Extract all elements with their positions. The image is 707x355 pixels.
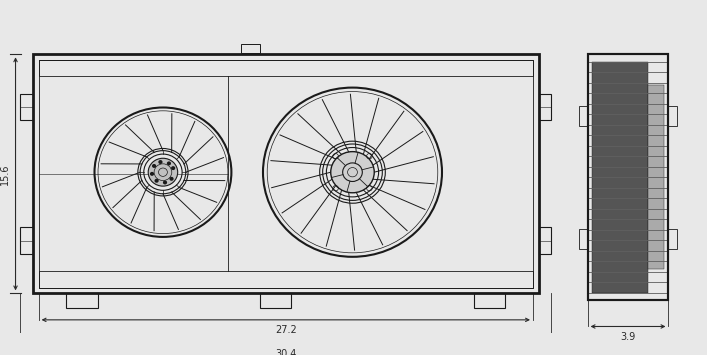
- Circle shape: [150, 172, 154, 176]
- Bar: [260, 293, 291, 308]
- Bar: [39, 60, 533, 76]
- Bar: [668, 106, 677, 126]
- Bar: [39, 272, 533, 288]
- Bar: [648, 85, 665, 269]
- Bar: [66, 293, 98, 308]
- Circle shape: [163, 180, 167, 185]
- Bar: [668, 229, 677, 248]
- Bar: [539, 94, 551, 120]
- Bar: [588, 54, 668, 300]
- Bar: [588, 54, 668, 300]
- Circle shape: [331, 152, 374, 193]
- Circle shape: [171, 166, 175, 170]
- Bar: [579, 106, 588, 126]
- Bar: [240, 44, 260, 53]
- Circle shape: [155, 179, 158, 183]
- Circle shape: [170, 177, 174, 181]
- Bar: [474, 293, 506, 308]
- Circle shape: [148, 158, 177, 186]
- Text: 30.4: 30.4: [275, 349, 296, 355]
- Text: 3.9: 3.9: [621, 332, 636, 342]
- Text: 15.6: 15.6: [0, 163, 10, 185]
- Circle shape: [152, 164, 156, 168]
- Bar: [21, 94, 33, 120]
- Bar: [21, 228, 33, 254]
- Circle shape: [158, 160, 163, 164]
- Bar: [39, 60, 533, 288]
- Bar: [539, 228, 551, 254]
- Bar: [592, 62, 648, 293]
- Circle shape: [167, 162, 171, 165]
- Bar: [33, 54, 539, 293]
- Bar: [579, 229, 588, 248]
- Text: 27.2: 27.2: [275, 326, 297, 335]
